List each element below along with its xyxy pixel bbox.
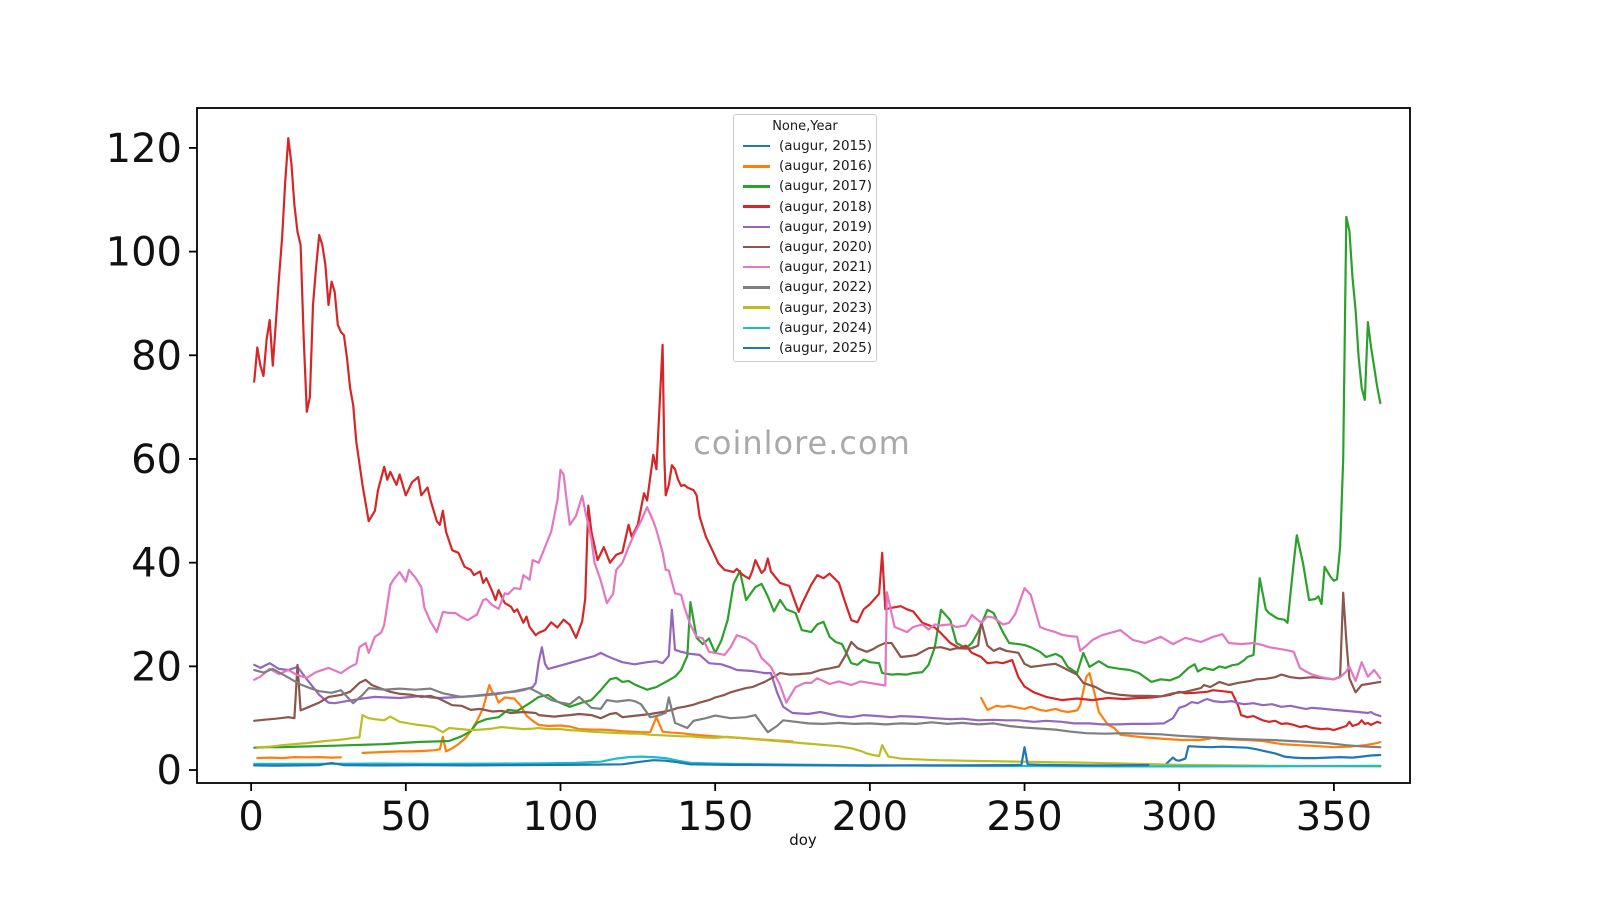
series-line-2019 xyxy=(253,608,1382,726)
y-tick-label: 100 xyxy=(106,230,182,276)
legend-item-label: (augur, 2022) xyxy=(779,279,872,296)
legend-item-label: (augur, 2024) xyxy=(779,319,872,336)
legend-line-sample xyxy=(743,144,770,148)
x-tick-label: 300 xyxy=(1141,794,1217,840)
x-tick-label: 250 xyxy=(986,794,1062,840)
legend-item: (augur, 2016) xyxy=(740,156,872,176)
legend-item-label: (augur, 2023) xyxy=(779,299,872,316)
legend-title: None,Year xyxy=(772,119,838,134)
y-tick-label: 40 xyxy=(131,541,182,587)
legend-item: (augur, 2020) xyxy=(740,237,872,257)
x-tick-label: 350 xyxy=(1296,794,1372,840)
legend-line-sample xyxy=(743,245,770,249)
legend-line-sample xyxy=(743,265,770,269)
legend-items: (augur, 2015) (augur, 2016) (augur, 2017) (… xyxy=(740,136,872,358)
series-line-2021 xyxy=(253,468,1382,704)
legend-item-label: (augur, 2025) xyxy=(779,339,872,356)
legend-item-label: (augur, 2015) xyxy=(779,138,872,155)
axis-ticks: 0 50 100 150 200 250 300 350 0 20 40 60 80 100 120 xyxy=(106,126,1372,840)
y-tick-label: 20 xyxy=(131,644,182,690)
legend-line-sample xyxy=(743,286,770,289)
legend-item: (augur, 2022) xyxy=(740,277,872,297)
series-line-2017 xyxy=(253,215,1382,749)
legend-line-sample xyxy=(743,225,770,229)
watermark: coinlore.com xyxy=(693,424,910,462)
legend-item-label: (augur, 2019) xyxy=(779,218,872,235)
chart-series xyxy=(253,137,1382,768)
legend-item: (augur, 2018) xyxy=(740,197,872,217)
x-tick-label: 0 xyxy=(238,794,263,840)
legend-line-sample xyxy=(743,165,770,168)
y-tick-label: 60 xyxy=(131,437,182,483)
legend-item: (augur, 2024) xyxy=(740,318,872,338)
legend-item: (augur, 2015) xyxy=(740,136,872,156)
series-line-2016 xyxy=(980,671,1382,749)
legend-line-sample xyxy=(743,326,770,330)
legend-line-sample xyxy=(743,205,770,208)
series-line-2016 xyxy=(256,755,342,760)
series-line-2025 xyxy=(253,746,1150,767)
legend-item: (augur, 2019) xyxy=(740,217,872,237)
series-line-2023 xyxy=(256,713,1382,768)
legend-line-sample xyxy=(743,346,770,350)
legend-item: (augur, 2017) xyxy=(740,176,872,196)
legend-item-label: (augur, 2020) xyxy=(779,239,872,256)
legend-line-sample xyxy=(743,185,770,188)
legend-item: (augur, 2023) xyxy=(740,298,872,318)
plot-area-border xyxy=(196,107,1411,784)
legend-item-label: (augur, 2017) xyxy=(779,178,872,195)
y-tick-label: 0 xyxy=(157,748,182,794)
series-line-2016 xyxy=(361,683,794,755)
x-tick-label: 50 xyxy=(380,794,431,840)
series-line-2022 xyxy=(253,667,1382,749)
legend-item-label: (augur, 2021) xyxy=(779,259,872,276)
legend-item: (augur, 2021) xyxy=(740,257,872,277)
legend-item-label: (augur, 2018) xyxy=(779,198,872,215)
x-axis-label: doy xyxy=(789,831,817,849)
series-line-2015 xyxy=(1165,745,1382,765)
legend-line-sample xyxy=(743,306,770,309)
x-tick-label: 150 xyxy=(677,794,753,840)
legend-item-label: (augur, 2016) xyxy=(779,158,872,175)
x-tick-label: 200 xyxy=(832,794,908,840)
y-tick-label: 80 xyxy=(131,333,182,379)
x-tick-label: 100 xyxy=(522,794,598,840)
y-tick-label: 120 xyxy=(106,126,182,172)
series-line-2020 xyxy=(253,591,1382,722)
legend-item: (augur, 2025) xyxy=(740,338,872,358)
legend: None,Year (augur, 2015) (augur, 2016) (aug… xyxy=(733,114,877,362)
